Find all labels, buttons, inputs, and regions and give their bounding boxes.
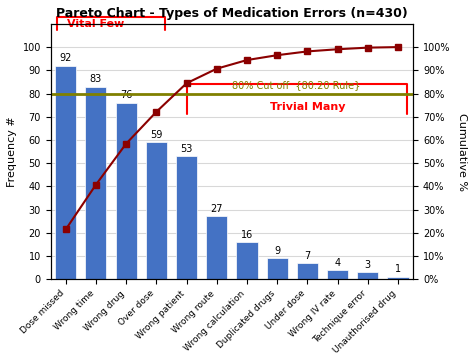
Bar [206, 216, 228, 279]
Bar [297, 263, 318, 279]
Bar [176, 156, 197, 279]
Y-axis label: Cumulative %: Cumulative % [457, 113, 467, 190]
Y-axis label: Frequency #: Frequency # [7, 116, 17, 187]
Bar [237, 242, 257, 279]
Text: 92: 92 [60, 53, 72, 63]
Text: 53: 53 [181, 144, 193, 154]
Text: Vital Few: Vital Few [67, 18, 125, 29]
Text: 27: 27 [210, 204, 223, 214]
Text: 7: 7 [304, 251, 310, 261]
Text: Trivial Many: Trivial Many [270, 102, 345, 112]
Bar [267, 258, 288, 279]
Bar [357, 272, 378, 279]
Text: 83: 83 [90, 74, 102, 84]
Text: 3: 3 [365, 260, 371, 270]
Bar [55, 66, 76, 279]
Text: 4: 4 [335, 257, 341, 268]
Text: 59: 59 [150, 130, 163, 140]
Bar [116, 103, 137, 279]
Text: 1: 1 [395, 265, 401, 274]
Bar [146, 142, 167, 279]
Bar [387, 277, 409, 279]
Title: Pareto Chart - Types of Medication Errors (n=430): Pareto Chart - Types of Medication Error… [56, 7, 408, 20]
Text: 16: 16 [241, 230, 253, 240]
Text: 76: 76 [120, 90, 132, 101]
Bar [327, 270, 348, 279]
Text: 9: 9 [274, 246, 280, 256]
Text: 80% Cut off  {80:20 Rule}: 80% Cut off {80:20 Rule} [232, 80, 360, 90]
Bar [85, 87, 107, 279]
